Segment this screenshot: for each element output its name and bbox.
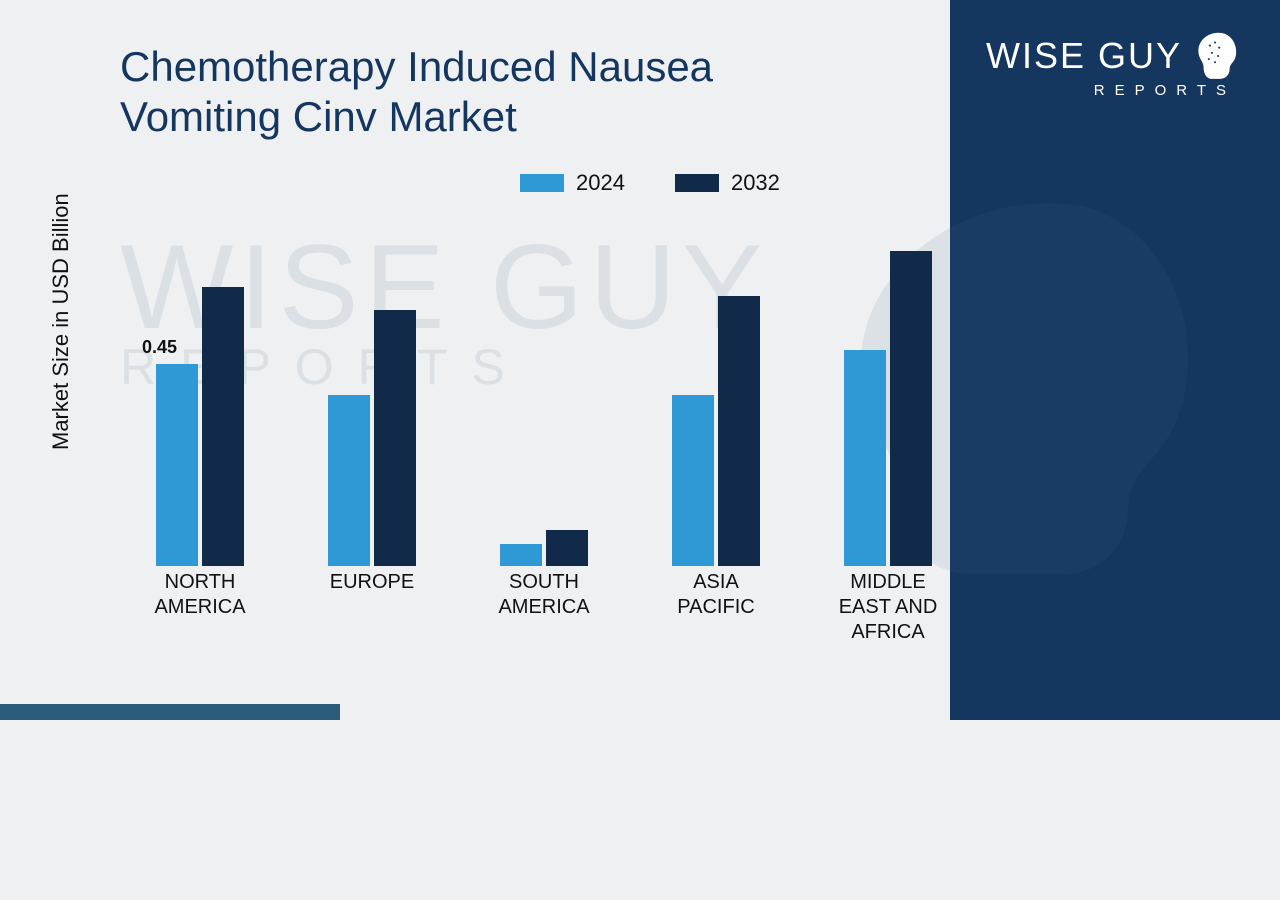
legend-label-2024: 2024 xyxy=(576,170,625,196)
bar-group xyxy=(140,287,260,566)
chart-plot-area: 0.45 xyxy=(112,206,942,566)
bar-group xyxy=(484,530,604,566)
x-axis-label: SOUTH AMERICA xyxy=(484,570,604,620)
bar xyxy=(672,395,714,566)
chart-container: Market Size in USD Billion 2024 2032 0.4… xyxy=(40,170,950,700)
brand-head-icon xyxy=(1188,30,1240,82)
bar xyxy=(890,251,932,566)
brand-line-2: REPORTS xyxy=(986,82,1240,99)
bar xyxy=(718,296,760,566)
bar xyxy=(546,530,588,566)
bar xyxy=(202,287,244,566)
legend-label-2032: 2032 xyxy=(731,170,780,196)
bar xyxy=(328,395,370,566)
x-axis-label: NORTH AMERICA xyxy=(140,570,260,620)
x-axis-label: ASIA PACIFIC xyxy=(656,570,776,620)
brand-logo: WISE GUY REPORTS xyxy=(986,30,1240,99)
bar-group xyxy=(656,296,776,566)
bar-value-label: 0.45 xyxy=(142,337,177,358)
x-axis-label: EUROPE xyxy=(312,570,432,595)
y-axis-label: Market Size in USD Billion xyxy=(48,193,74,450)
chart-title: Chemotherapy Induced Nausea Vomiting Cin… xyxy=(120,42,800,141)
page-root: WISE GUY REPORTS WISE GUY REPORTS Chemot… xyxy=(0,0,1280,720)
bar xyxy=(844,350,886,566)
legend-item-2032: 2032 xyxy=(675,170,780,196)
bar xyxy=(374,310,416,567)
legend-item-2024: 2024 xyxy=(520,170,625,196)
brand-line-1: WISE GUY xyxy=(986,35,1182,77)
bottom-accent-bar xyxy=(0,704,340,720)
bar-group xyxy=(312,310,432,567)
bar-group xyxy=(828,251,948,566)
x-axis-label: MIDDLE EAST AND AFRICA xyxy=(828,570,948,645)
chart-legend: 2024 2032 xyxy=(520,170,780,196)
bar xyxy=(500,544,542,567)
legend-swatch-2024 xyxy=(520,174,564,192)
legend-swatch-2032 xyxy=(675,174,719,192)
bar xyxy=(156,364,198,567)
